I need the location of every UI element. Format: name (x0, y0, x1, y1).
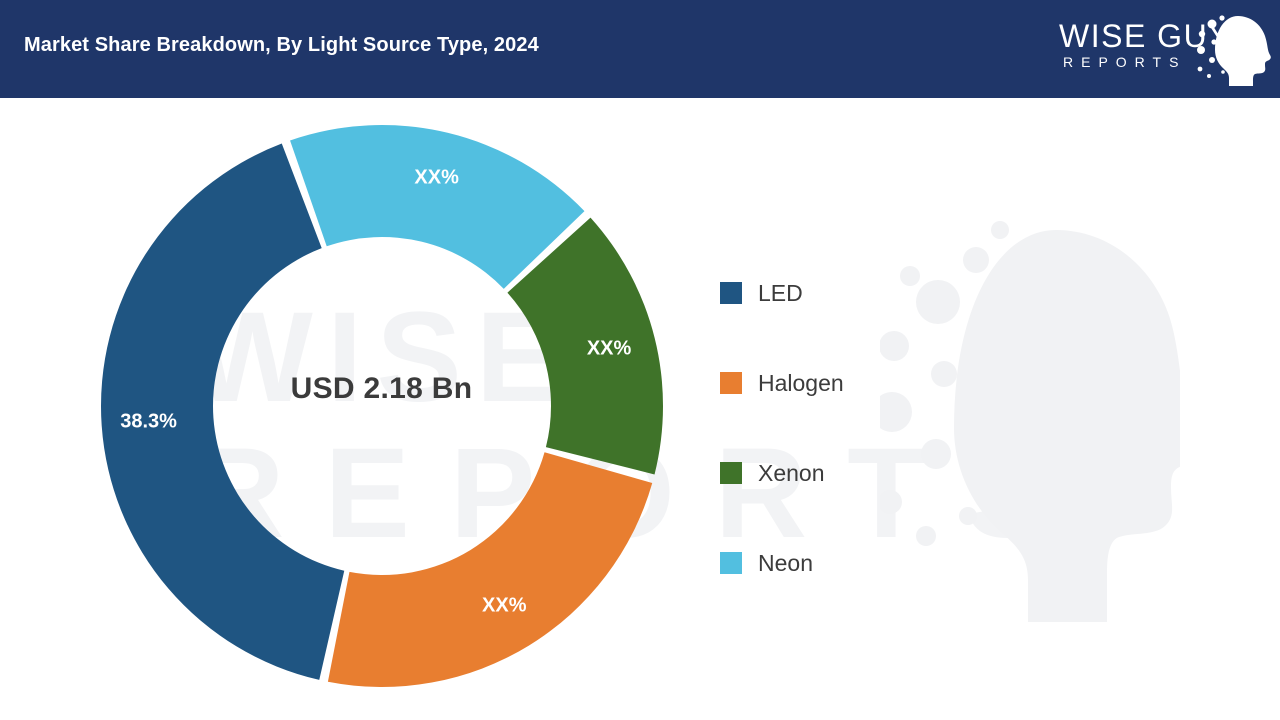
legend-item-halogen[interactable]: Halogen (720, 338, 1020, 428)
logo-wordmark-secondary: REPORTS (1063, 54, 1187, 70)
watermark-text-primary: WISE (192, 286, 576, 429)
legend-swatch-xenon (720, 462, 742, 484)
legend-swatch-neon (720, 552, 742, 574)
page-header: Market Share Breakdown, By Light Source … (0, 0, 1280, 98)
watermark-dotted-head-icon (880, 221, 1180, 622)
legend-label-neon: Neon (758, 549, 813, 576)
donut-slice-xenon[interactable] (507, 217, 663, 475)
donut-slice-halogen[interactable] (327, 452, 653, 687)
chart-legend: LED Halogen Xenon Neon (720, 248, 1020, 608)
legend-label-halogen: Halogen (758, 369, 844, 396)
legend-item-led[interactable]: LED (720, 248, 1020, 338)
donut-svg (100, 124, 663, 687)
legend-label-led: LED (758, 279, 803, 306)
donut-chart: USD 2.18 Bn 38.3% XX% XX% XX% (92, 108, 672, 688)
legend-swatch-led (720, 282, 742, 304)
donut-slice-led[interactable] (100, 143, 345, 680)
legend-item-neon[interactable]: Neon (720, 518, 1020, 608)
chart-canvas: WISE REPORTS USD 2.18 Bn 38.3%XX%XX%XX% (0, 98, 1280, 720)
legend-item-xenon[interactable]: Xenon (720, 428, 1020, 518)
donut-slice-neon[interactable] (290, 124, 585, 289)
legend-swatch-halogen (720, 372, 742, 394)
legend-label-xenon: Xenon (758, 459, 825, 486)
brand-logo: WISE GUY REPORTS (1057, 10, 1272, 90)
dotted-head-icon (1197, 15, 1271, 86)
page-title: Market Share Breakdown, By Light Source … (24, 34, 539, 56)
